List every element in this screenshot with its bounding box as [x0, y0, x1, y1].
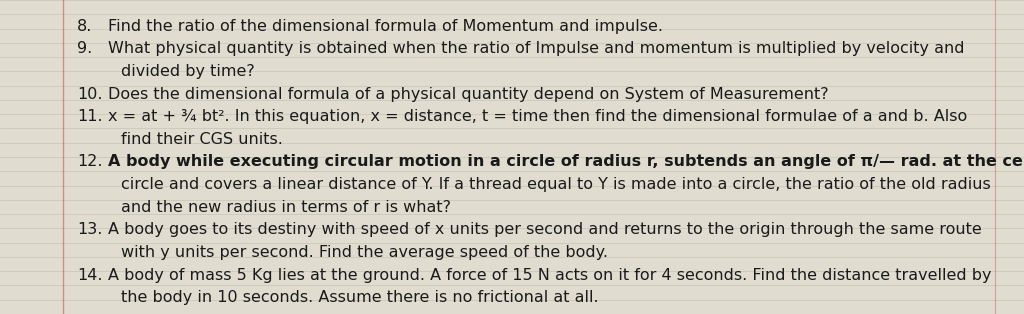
Text: Does the dimensional formula of a physical quantity depend on System of Measurem: Does the dimensional formula of a physic…	[108, 87, 828, 102]
Text: 9.: 9.	[77, 41, 92, 57]
Text: 13.: 13.	[77, 222, 102, 237]
Text: A body goes to its destiny with speed of x units per second and returns to the o: A body goes to its destiny with speed of…	[108, 222, 981, 237]
Text: Find the ratio of the dimensional formula of Momentum and impulse.: Find the ratio of the dimensional formul…	[108, 19, 663, 34]
Text: 14.: 14.	[77, 268, 102, 283]
Text: circle and covers a linear distance of Y. If a thread equal to Y is made into a : circle and covers a linear distance of Y…	[121, 177, 990, 192]
Text: What physical quantity is obtained when the ratio of Impulse and momentum is mul: What physical quantity is obtained when …	[108, 41, 964, 57]
Text: find their CGS units.: find their CGS units.	[121, 132, 283, 147]
Text: 8.: 8.	[77, 19, 92, 34]
Text: x = at + ¾ bt². In this equation, x = distance, t = time then find the dimension: x = at + ¾ bt². In this equation, x = di…	[108, 109, 967, 124]
Text: divided by time?: divided by time?	[121, 64, 255, 79]
Text: the body in 10 seconds. Assume there is no frictional at all.: the body in 10 seconds. Assume there is …	[121, 290, 598, 305]
Text: 10.: 10.	[77, 87, 102, 102]
Text: A body while executing circular motion in a circle of radius r, subtends an angl: A body while executing circular motion i…	[108, 154, 1024, 170]
Text: 11.: 11.	[77, 109, 102, 124]
Text: with y units per second. Find the average speed of the body.: with y units per second. Find the averag…	[121, 245, 608, 260]
Text: and the new radius in terms of r is what?: and the new radius in terms of r is what…	[121, 200, 451, 215]
Text: 12.: 12.	[77, 154, 102, 170]
Text: A body of mass 5 Kg lies at the ground. A force of 15 N acts on it for 4 seconds: A body of mass 5 Kg lies at the ground. …	[108, 268, 991, 283]
